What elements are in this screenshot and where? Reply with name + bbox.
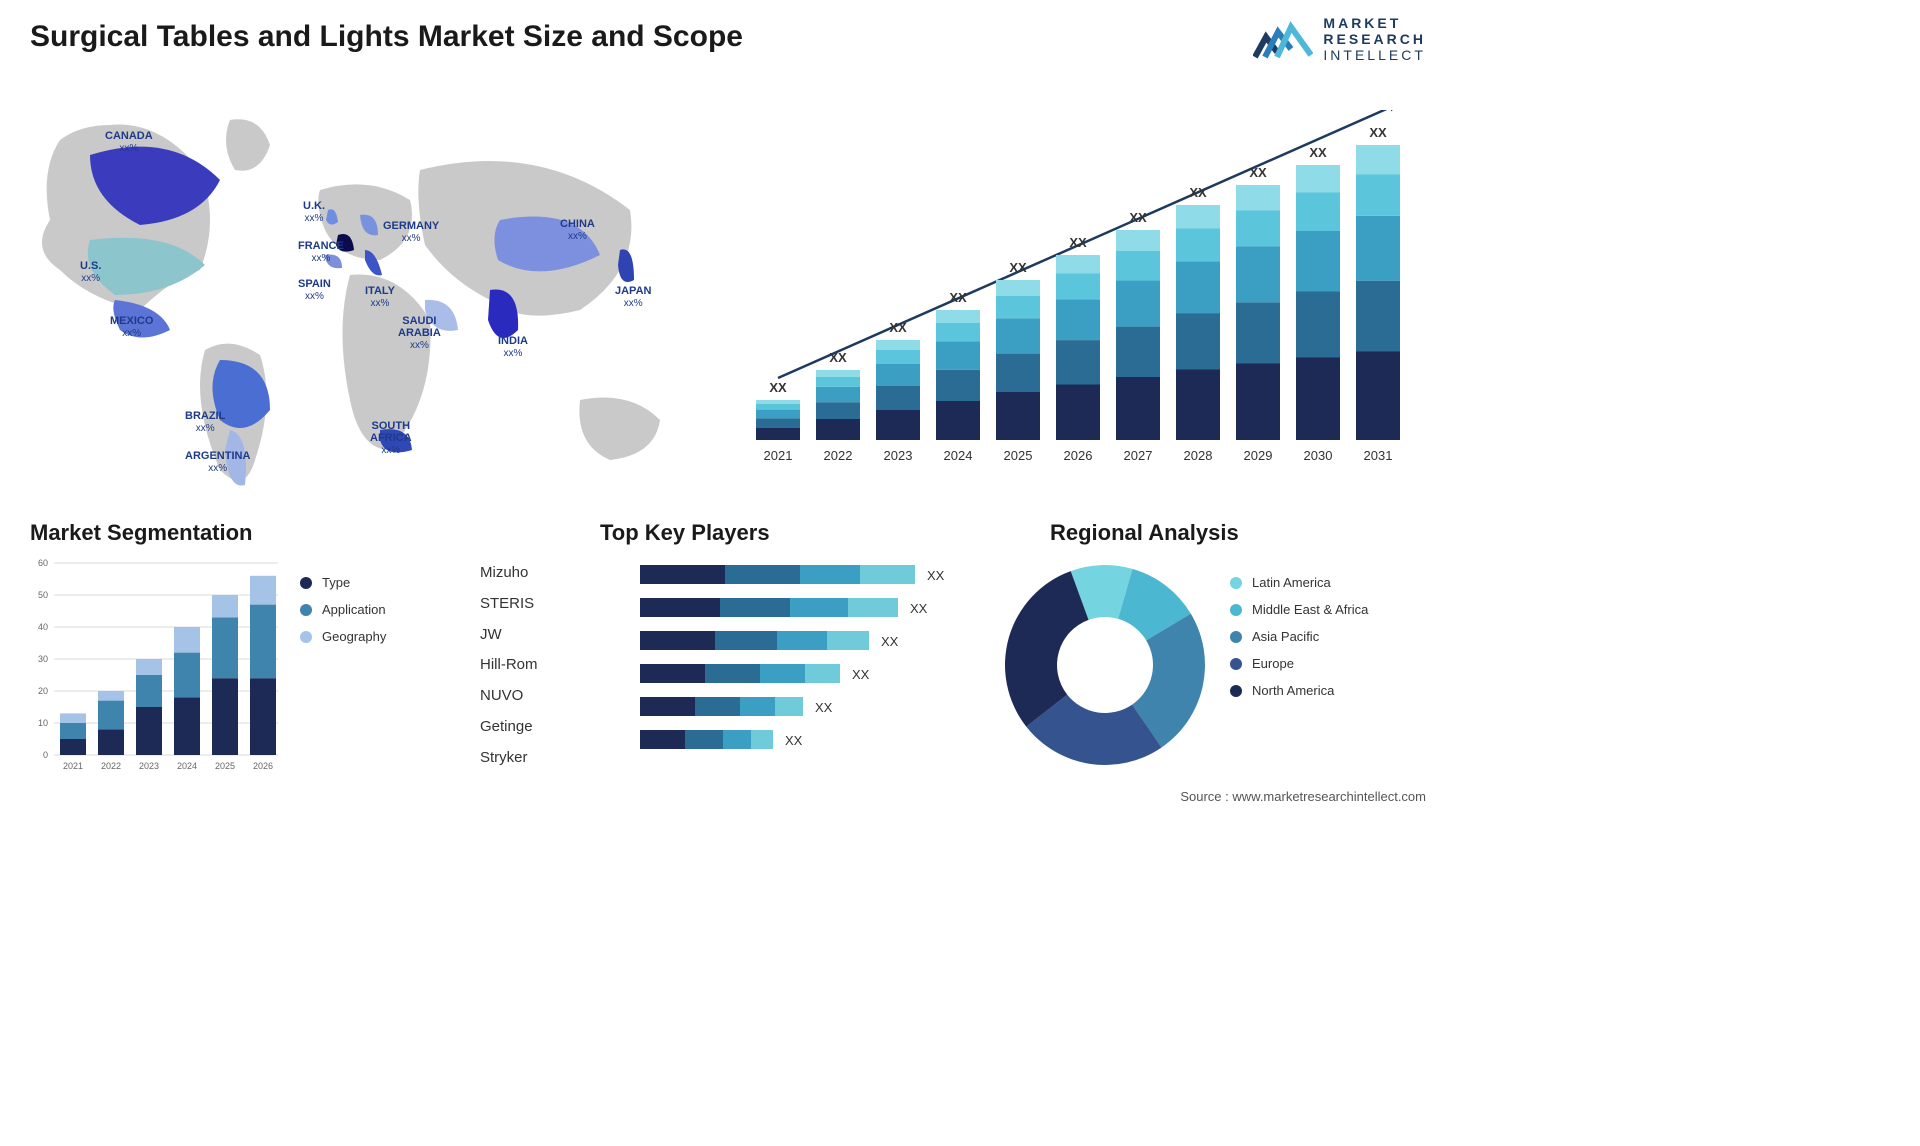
legend-item: Application [300,602,386,617]
regional-donut-chart [1000,560,1210,770]
svg-text:XX: XX [1309,145,1327,160]
legend-item: North America [1230,683,1368,698]
svg-text:XX: XX [1249,165,1267,180]
player-name: JW [480,620,538,651]
player-name: Hill-Rom [480,650,538,681]
map-country-label: JAPANxx% [615,285,651,309]
market-size-bar-chart: XX 2021 XX 2022 XX 2023 XX 2024 XX 2025 XX 2026 XX 20… [746,110,1426,470]
svg-text:XX: XX [949,290,967,305]
svg-text:2023: 2023 [884,448,913,463]
regional-legend: Latin America Middle East & Africa Asia Pa… [1230,575,1368,710]
svg-text:2028: 2028 [1184,448,1213,463]
svg-text:2021: 2021 [63,761,83,771]
map-country-label: ITALYxx% [365,285,395,309]
svg-text:2024: 2024 [177,761,197,771]
svg-text:40: 40 [38,622,48,632]
svg-text:2022: 2022 [824,448,853,463]
svg-text:20: 20 [38,686,48,696]
source-attribution: Source : www.marketresearchintellect.com [1180,789,1426,804]
svg-text:2030: 2030 [1304,448,1333,463]
segmentation-chart: 0 10 20 30 40 50 60 2021 2022 2023 2024 2025 2026 [30,555,280,775]
map-country-label: U.K.xx% [303,200,325,224]
svg-text:2031: 2031 [1364,448,1393,463]
player-name: STERIS [480,589,538,620]
svg-text:XX: XX [1369,125,1387,140]
legend-item: Geography [300,629,386,644]
svg-text:10: 10 [38,718,48,728]
segmentation-legend: Type Application Geography [300,575,386,656]
svg-text:XX: XX [769,380,787,395]
svg-text:2024: 2024 [944,448,973,463]
svg-text:XX: XX [852,667,870,682]
regional-heading: Regional Analysis [1050,520,1239,546]
svg-text:XX: XX [1069,235,1087,250]
svg-text:2027: 2027 [1124,448,1153,463]
svg-text:XX: XX [881,634,899,649]
svg-text:2029: 2029 [1244,448,1273,463]
map-country-label: ARGENTINAxx% [185,450,250,474]
logo-text: MARKET RESEARCH INTELLECT [1323,15,1426,63]
legend-item: Asia Pacific [1230,629,1368,644]
map-country-label: SPAINxx% [298,278,331,302]
players-bar-chart: XX XX XX XX XX XX [640,565,950,780]
svg-text:XX: XX [829,350,847,365]
map-country-label: MEXICOxx% [110,315,153,339]
map-country-label: FRANCExx% [298,240,344,264]
map-country-label: BRAZILxx% [185,410,225,434]
map-country-label: U.S.xx% [80,260,101,284]
legend-item: Middle East & Africa [1230,602,1368,617]
svg-text:XX: XX [889,320,907,335]
svg-text:XX: XX [1189,185,1207,200]
svg-text:2026: 2026 [253,761,273,771]
player-name: Getinge [480,712,538,743]
svg-text:0: 0 [43,750,48,760]
legend-item: Type [300,575,386,590]
svg-text:50: 50 [38,590,48,600]
segmentation-heading: Market Segmentation [30,520,253,546]
svg-text:XX: XX [910,601,928,616]
svg-text:2022: 2022 [101,761,121,771]
svg-text:2021: 2021 [764,448,793,463]
map-country-label: CANADAxx% [105,130,153,154]
map-country-label: CHINAxx% [560,218,595,242]
svg-text:XX: XX [1009,260,1027,275]
world-map-region: CANADAxx% U.S.xx% MEXICOxx% BRAZILxx% ARGENT… [20,100,710,500]
brand-logo: MARKET RESEARCH INTELLECT [1253,15,1426,63]
players-list: MizuhoSTERISJWHill-RomNUVOGetingeStryker [480,558,538,773]
svg-text:2023: 2023 [139,761,159,771]
svg-text:2025: 2025 [215,761,235,771]
svg-text:2026: 2026 [1064,448,1093,463]
map-country-label: GERMANYxx% [383,220,439,244]
player-name: NUVO [480,681,538,712]
legend-item: Europe [1230,656,1368,671]
svg-text:60: 60 [38,558,48,568]
map-country-label: SAUDIARABIAxx% [398,315,441,351]
svg-text:30: 30 [38,654,48,664]
player-name: Stryker [480,743,538,774]
map-country-label: INDIAxx% [498,335,528,359]
legend-item: Latin America [1230,575,1368,590]
svg-text:2025: 2025 [1004,448,1033,463]
players-heading: Top Key Players [600,520,770,546]
svg-text:XX: XX [927,568,945,583]
logo-icon [1253,17,1313,62]
player-name: Mizuho [480,558,538,589]
map-country-label: SOUTHAFRICAxx% [370,420,412,456]
svg-text:XX: XX [1129,210,1147,225]
svg-text:XX: XX [785,733,803,748]
page-title: Surgical Tables and Lights Market Size a… [30,20,743,54]
svg-text:XX: XX [815,700,833,715]
